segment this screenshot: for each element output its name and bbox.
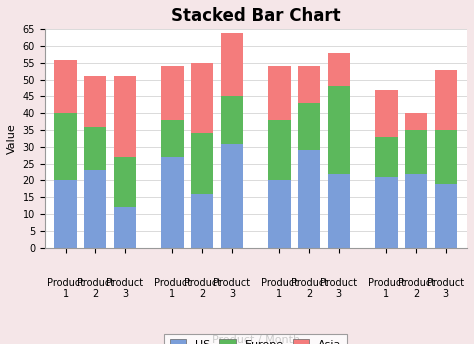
- Bar: [375, 137, 398, 177]
- Bar: [114, 207, 136, 248]
- Bar: [298, 103, 320, 150]
- Bar: [268, 120, 291, 181]
- Bar: [298, 150, 320, 248]
- Bar: [268, 181, 291, 248]
- Bar: [84, 76, 106, 127]
- Bar: [161, 120, 183, 157]
- Bar: [405, 130, 427, 174]
- Bar: [435, 69, 457, 130]
- Bar: [191, 133, 213, 194]
- Bar: [221, 33, 243, 96]
- Bar: [328, 53, 350, 86]
- Bar: [328, 86, 350, 174]
- Bar: [55, 60, 77, 113]
- Bar: [191, 194, 213, 248]
- Bar: [298, 66, 320, 103]
- Bar: [221, 96, 243, 143]
- X-axis label: Product / Month: Product / Month: [211, 335, 300, 344]
- Bar: [161, 66, 183, 120]
- Bar: [55, 181, 77, 248]
- Bar: [191, 63, 213, 133]
- Bar: [435, 184, 457, 248]
- Bar: [405, 113, 427, 130]
- Bar: [435, 130, 457, 184]
- Bar: [375, 90, 398, 137]
- Legend: US, Europe, Asia: US, Europe, Asia: [164, 334, 347, 344]
- Bar: [55, 113, 77, 181]
- Bar: [405, 174, 427, 248]
- Bar: [221, 143, 243, 248]
- Bar: [84, 127, 106, 170]
- Bar: [161, 157, 183, 248]
- Bar: [114, 157, 136, 207]
- Bar: [268, 66, 291, 120]
- Y-axis label: Value: Value: [7, 123, 17, 154]
- Bar: [328, 174, 350, 248]
- Bar: [84, 170, 106, 248]
- Bar: [375, 177, 398, 248]
- Title: Stacked Bar Chart: Stacked Bar Chart: [171, 7, 340, 25]
- Bar: [114, 76, 136, 157]
